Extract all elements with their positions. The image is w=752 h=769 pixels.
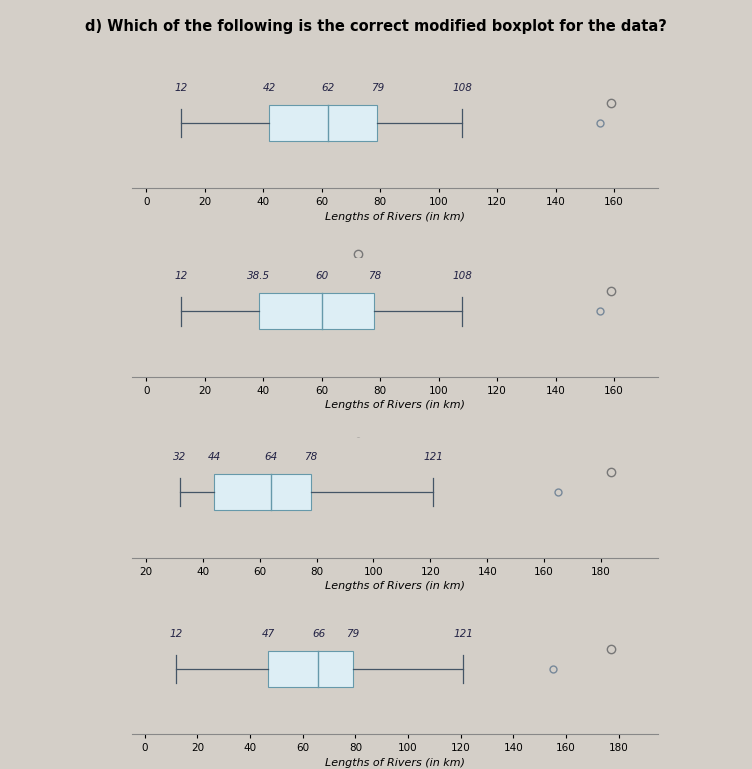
Text: 12: 12 [174,83,188,93]
Bar [269,105,378,141]
Text: 121: 121 [423,452,443,462]
Text: 38.5: 38.5 [247,271,271,281]
Text: 121: 121 [453,629,473,639]
X-axis label: Lengths of Rivers (in km): Lengths of Rivers (in km) [325,400,465,410]
Bar [268,651,353,687]
Text: 62: 62 [321,83,334,93]
Text: 12: 12 [174,271,188,281]
Text: 66: 66 [312,629,325,639]
Text: 78: 78 [368,271,381,281]
X-axis label: Lengths of Rivers (in km): Lengths of Rivers (in km) [325,581,465,591]
Text: 44: 44 [208,452,221,462]
Text: 79: 79 [371,83,384,93]
X-axis label: Lengths of Rivers (in km): Lengths of Rivers (in km) [325,757,465,767]
Text: 108: 108 [452,271,472,281]
Text: 64: 64 [265,452,277,462]
Text: 60: 60 [315,271,329,281]
Text: 32: 32 [174,452,186,462]
Text: 79: 79 [346,629,359,639]
Bar [259,293,374,329]
X-axis label: Lengths of Rivers (in km): Lengths of Rivers (in km) [325,211,465,221]
Text: 108: 108 [452,83,472,93]
Text: 78: 78 [305,452,317,462]
Text: 47: 47 [262,629,275,639]
Text: 42: 42 [262,83,276,93]
Bar [214,474,311,510]
Text: d) Which of the following is the correct modified boxplot for the data?: d) Which of the following is the correct… [85,19,667,35]
Text: 12: 12 [170,629,183,639]
